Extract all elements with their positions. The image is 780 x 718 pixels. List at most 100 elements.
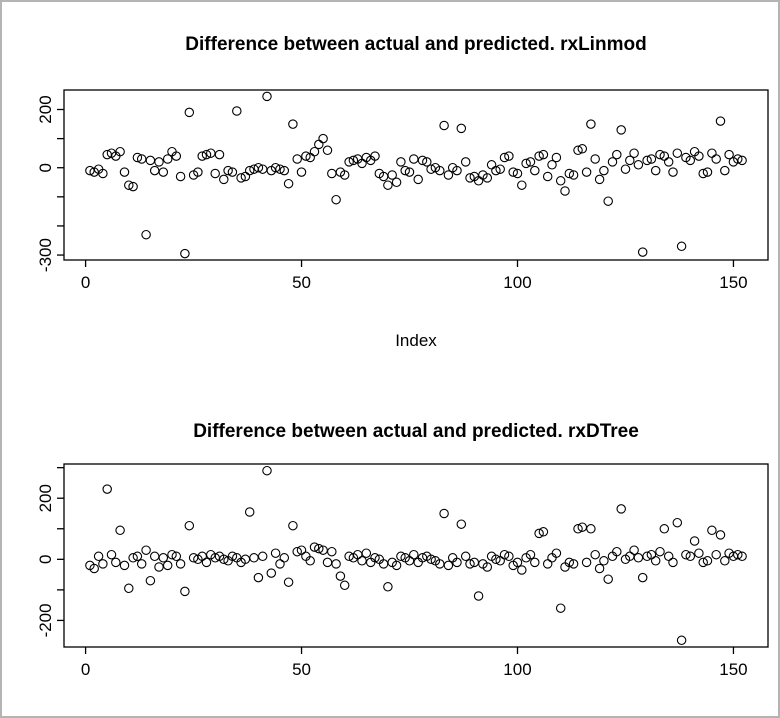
data-point: [370, 151, 380, 161]
data-point: [327, 546, 337, 557]
data-point: [456, 519, 467, 529]
data-point: [525, 157, 536, 167]
data-point: [296, 545, 307, 555]
data-point: [663, 157, 674, 167]
data-point: [253, 572, 264, 583]
data-point: [555, 176, 566, 186]
data-point: [460, 157, 471, 167]
data-point: [309, 542, 320, 552]
data-point: [499, 549, 510, 560]
data-point: [292, 546, 302, 557]
data-point: [283, 577, 294, 587]
data-point: [633, 553, 644, 563]
data-point: [530, 557, 540, 568]
data-point: [305, 556, 315, 566]
data-point: [115, 146, 125, 157]
data-point: [145, 575, 156, 586]
data-point: [607, 157, 618, 167]
data-point: [625, 155, 635, 166]
data-point: [573, 524, 583, 534]
data-point: [279, 553, 290, 563]
data-point: [149, 551, 160, 562]
data-point: [599, 165, 609, 176]
data-point: [491, 554, 501, 565]
data-point: [698, 557, 708, 568]
data-point: [98, 168, 108, 179]
data-point: [180, 248, 190, 259]
data-point: [642, 551, 652, 562]
plot-area-rxdtree: 0 50 100 150 -200 0 200: [36, 463, 769, 679]
data-point: [517, 180, 527, 190]
data-point: [586, 119, 596, 129]
data-point: [642, 155, 652, 166]
data-point: [266, 568, 277, 578]
data-point: [650, 556, 661, 566]
data-point: [128, 181, 138, 192]
data-point: [702, 556, 713, 566]
data-point: [512, 557, 523, 568]
data-point: [737, 551, 747, 562]
data-point: [158, 553, 169, 563]
data-point: [409, 154, 419, 164]
data-point: [227, 167, 238, 177]
data-point: [711, 549, 721, 560]
data-point: [685, 155, 696, 166]
data-point: [538, 149, 549, 160]
data-point: [249, 553, 259, 563]
data-point: [568, 170, 579, 180]
data-point: [175, 559, 186, 569]
data-point: [681, 549, 691, 560]
data-point: [590, 154, 600, 164]
data-point: [629, 148, 639, 158]
plot-box: [63, 89, 769, 261]
data-point: [715, 530, 726, 540]
data-point: [564, 557, 575, 568]
data-point: [581, 167, 592, 177]
data-point: [504, 151, 514, 161]
data-point: [573, 145, 583, 156]
data-point: [132, 152, 143, 163]
x-tick-label: 0: [81, 273, 90, 292]
data-point: [594, 563, 605, 574]
data-point: [672, 517, 683, 528]
data-point: [288, 119, 298, 129]
data-point: [253, 162, 264, 173]
data-point: [301, 151, 311, 161]
data-point: [162, 560, 173, 571]
data-point: [612, 149, 622, 160]
x-axis-title-index: Index: [395, 331, 437, 350]
data-point: [646, 154, 657, 164]
data-point: [339, 580, 350, 591]
data-point: [733, 549, 743, 560]
rxdtree-scatter-plot: Difference between actual and predicted.…: [36, 421, 769, 679]
y-tick-label: -300: [36, 238, 55, 272]
data-point: [400, 165, 410, 176]
data-point: [171, 151, 182, 161]
data-point: [711, 154, 721, 164]
data-point: [659, 524, 670, 534]
data-point: [119, 167, 130, 177]
data-point: [171, 551, 182, 562]
data-point: [633, 160, 644, 170]
data-point: [616, 504, 626, 514]
data-point: [491, 165, 501, 176]
data-point: [227, 551, 238, 562]
data-point: [443, 170, 454, 180]
data-point: [668, 167, 678, 177]
chart-title-rxdtree: Difference between actual and predicted.…: [193, 421, 639, 442]
data-point: [279, 165, 290, 176]
data-point: [136, 559, 147, 569]
data-point: [616, 125, 626, 135]
data-point: [344, 157, 354, 167]
data-point: [426, 554, 436, 565]
data-point: [387, 170, 397, 180]
data-point: [637, 247, 648, 257]
data-point: [542, 171, 553, 182]
data-point: [422, 157, 432, 167]
data-point: [124, 583, 134, 594]
data-point: [232, 106, 242, 116]
data-point: [456, 123, 467, 134]
data-point: [452, 165, 462, 176]
data-point: [568, 559, 579, 569]
